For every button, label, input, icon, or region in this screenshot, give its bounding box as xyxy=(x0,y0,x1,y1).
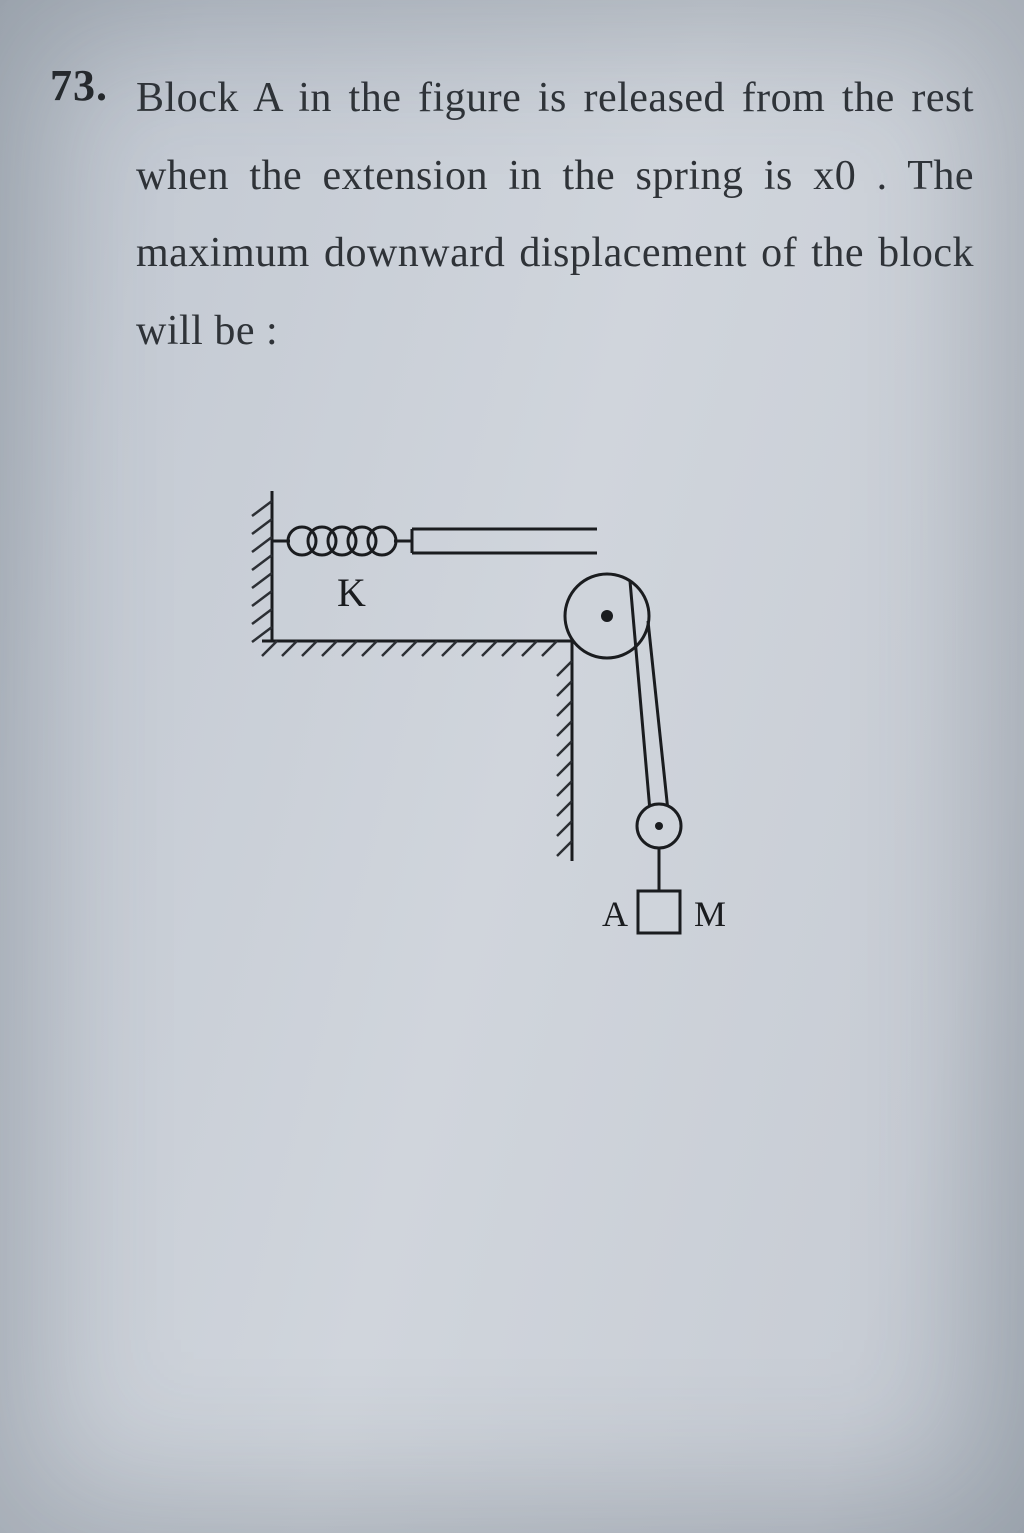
surface-hatching xyxy=(262,641,557,656)
diagram-svg: K xyxy=(232,461,792,981)
question-text: Block A in the figure is released from t… xyxy=(136,60,974,371)
table-surface xyxy=(262,641,572,861)
question-container: 73. Block A in the figure is released fr… xyxy=(50,60,974,371)
diagram-container: K xyxy=(50,461,974,981)
lower-pulley-icon xyxy=(637,804,681,848)
wall-fixture xyxy=(252,491,272,642)
spring-icon xyxy=(272,527,412,555)
edge-hatching xyxy=(557,661,572,856)
horizontal-connector xyxy=(412,529,597,553)
spring-constant-label: K xyxy=(337,570,366,615)
question-number: 73. xyxy=(50,60,108,111)
block-label: A xyxy=(602,894,628,934)
physics-diagram: K xyxy=(232,461,792,981)
block-a xyxy=(638,891,680,933)
mass-label: M xyxy=(694,894,726,934)
